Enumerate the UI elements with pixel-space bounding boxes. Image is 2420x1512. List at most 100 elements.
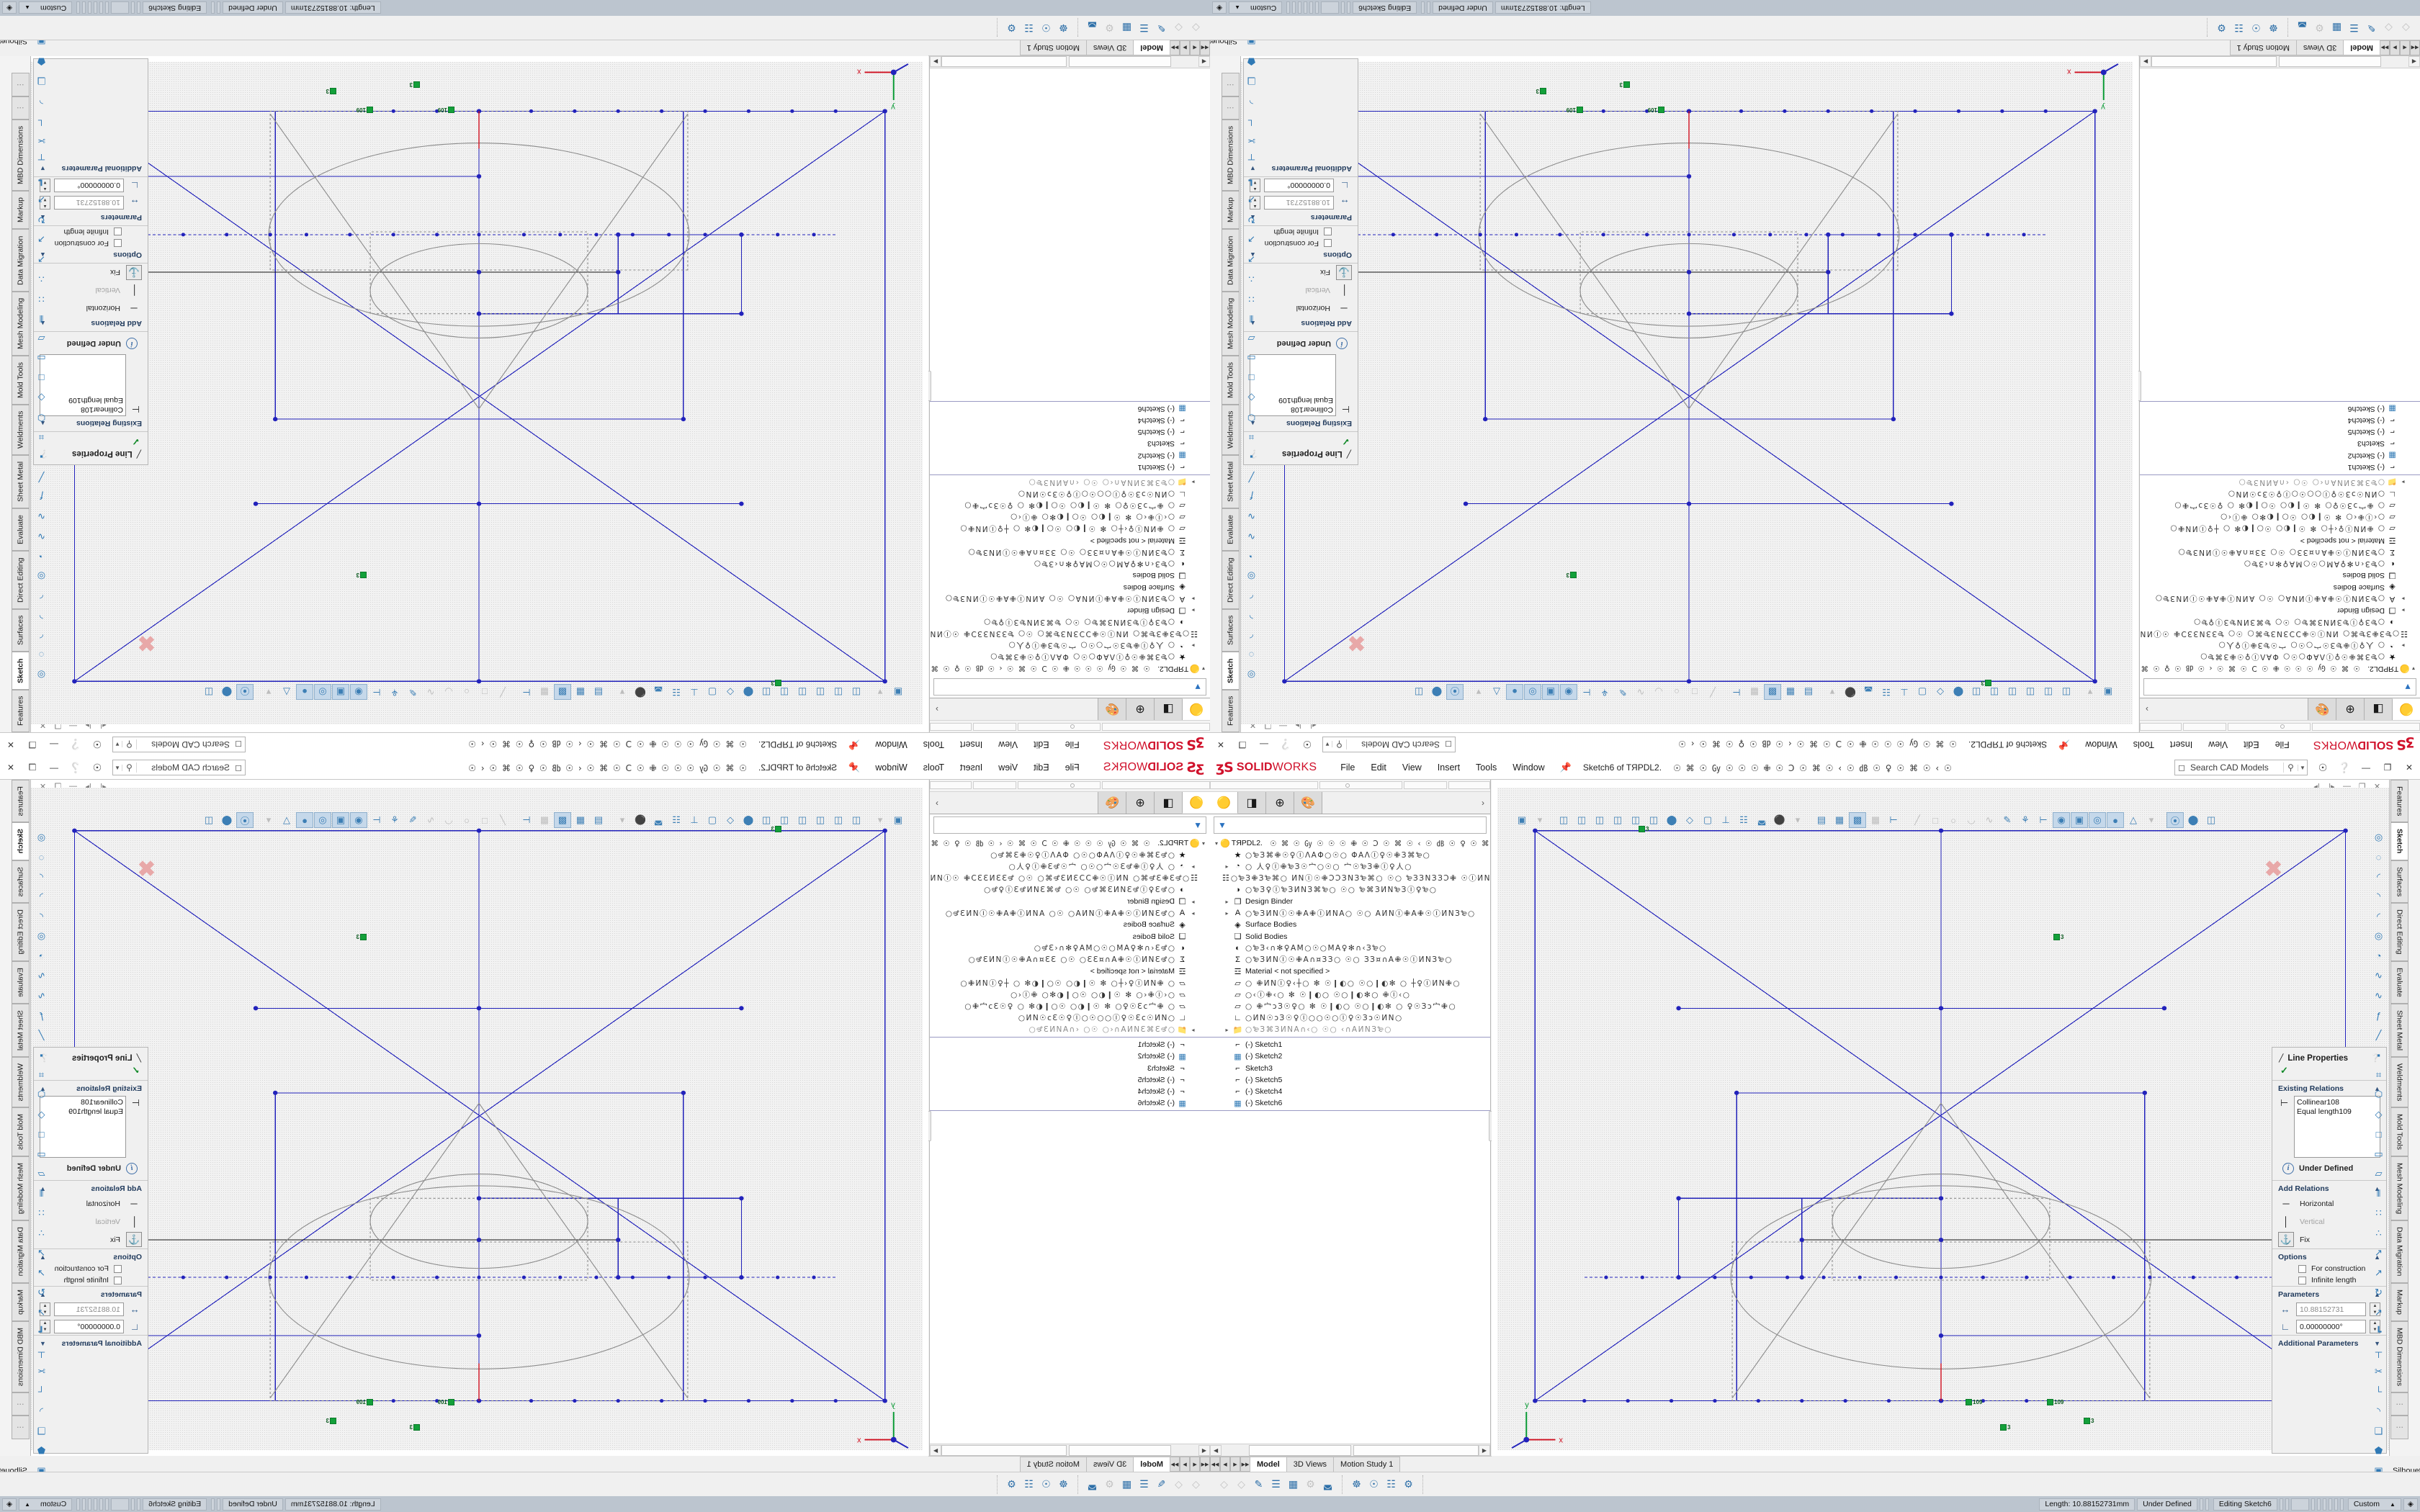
add-relation-horizontal[interactable]: ─ Horizontal (1250, 301, 1352, 316)
next-doc-icon[interactable]: |▸ (2329, 783, 2335, 791)
overlay-icon[interactable]: ◈ (2, 1, 17, 14)
angle-input[interactable]: 0.00000000° (2296, 1320, 2366, 1333)
scrollbar-thumb-a[interactable] (1069, 56, 1171, 68)
rebuild-icon[interactable]: ☸ (2269, 22, 2278, 34)
scroll-right-arrow[interactable]: ▶ (930, 1444, 942, 1456)
sketch-grid-toggle-icon[interactable]: ▩ (1849, 812, 1866, 828)
tab-3d-views[interactable]: 3D Views (1085, 40, 1134, 55)
relation-badge[interactable]: 3 (771, 826, 781, 832)
tree-item[interactable]: ◐ ○₻З‹∩✻♀ΑМ○☉○МΑ♀✻∩‹З₻○ (930, 942, 1210, 954)
command-tab-weldments[interactable]: Weldments (12, 404, 30, 456)
sketch-geometry[interactable]: y x (31, 62, 923, 724)
chevron-up-icon[interactable]: ▲ (2374, 1291, 2380, 1298)
account-icon[interactable]: ☉ (92, 761, 102, 773)
parameter-length-row[interactable]: ↔ 10.88152731 ▲ ▼ (1250, 196, 1352, 210)
relation-item[interactable]: Collinear108 (81, 1098, 123, 1107)
appearance-dropdown-icon[interactable]: ▾ (1795, 814, 1801, 825)
command-tab--[interactable]: ⋮ (12, 1392, 30, 1416)
tree-sketch-item[interactable]: ▦ (-) Sketch6 (930, 1097, 1210, 1109)
menu-edit[interactable]: Edit (1034, 739, 1049, 750)
menu-view[interactable]: View (1402, 762, 1422, 773)
menu-window[interactable]: Window (1512, 762, 1545, 773)
document-tab-strip[interactable]: ◀◀ ◀ ▶ ▶▶ Model 3D Views Motion Study 1 (928, 1456, 1210, 1472)
menu-view[interactable]: View (2208, 739, 2228, 750)
relation-badge[interactable]: 3 (410, 1424, 420, 1431)
tree-sketch-item[interactable]: ⌐ Sketch3 (930, 1063, 1210, 1074)
infinite-length-checkbox[interactable] (1324, 228, 1332, 236)
edit-appearance-icon[interactable]: ✎ (1254, 1478, 1263, 1490)
tree-sketch-item[interactable]: ▦ (-) Sketch6 (930, 403, 1210, 415)
chevron-down-icon[interactable]: ▼ (1323, 741, 1332, 748)
tree-expander[interactable]: ▸ (1191, 863, 1195, 870)
command-tab-weldments[interactable]: Weldments (2390, 1056, 2408, 1108)
angle-stepper[interactable]: ▲ ▼ (2370, 1320, 2380, 1333)
relation-item[interactable]: Collinear108 (2297, 1098, 2339, 1107)
add-relation-horizontal[interactable]: ─ Horizontal (2278, 1196, 2380, 1211)
tree-filter-bar[interactable]: ▼ (933, 816, 1206, 834)
menu-view[interactable]: View (998, 739, 1018, 750)
menu-file[interactable]: File (1340, 762, 1355, 773)
tree-expander[interactable]: ▸ (1225, 863, 1229, 870)
view-setting-icon[interactable]: ▦ (1288, 1478, 1299, 1490)
sketch-canvas[interactable]: ▣ ▾ ◫ ◫ ◫ ◫ ◫ ◫ ⬤ ◇ ▢ ⊥ ☷ ◛ (31, 62, 923, 724)
menu-edit[interactable]: Edit (1371, 762, 1386, 773)
option-for-construction[interactable]: For construction (2298, 1264, 2380, 1273)
normal-to-icon[interactable]: ⊥ (1721, 814, 1730, 825)
tree-sketch-item[interactable]: ⌐ (-) Sketch1 (930, 1039, 1210, 1050)
vertical-icon[interactable]: │ (1340, 285, 1348, 296)
command-tab-sheet-metal[interactable]: Sheet Metal (2390, 1003, 2408, 1057)
sketch-canvas[interactable]: ▣ ▾ ◫ ◫ ◫ ◫ ◫ ◫ ⬤ ◇ ▢ ⊥ ☷ ◛ (1497, 788, 2389, 1450)
tree-item[interactable]: ▸ ❐ Design Binder (930, 605, 1210, 616)
render-tools-group[interactable]: ◇ ◇ ✎ ☰ ▦ ⚙ ◛ (1210, 1475, 1343, 1494)
command-tab-sheet-metal[interactable]: Sheet Metal (12, 455, 30, 509)
anchor-icon[interactable]: ⚓ (1336, 265, 1352, 280)
bottom-toolbar[interactable]: ◇ ◇ ✎ ☰ ▦ ⚙ ◛ ☸ ☉ ☷ ⚙ (1210, 16, 2420, 40)
chevron-down-icon[interactable]: ▼ (2374, 1340, 2380, 1347)
command-tab-weldments[interactable]: Weldments (12, 1056, 30, 1108)
prev-doc-icon[interactable]: ◂| (2313, 783, 2320, 791)
menu-edit[interactable]: Edit (1034, 762, 1049, 773)
menu-tools[interactable]: Tools (923, 762, 944, 773)
render-tools-group[interactable]: ◇ ◇ ✎ ☰ ▦ ⚙ ◛ (2287, 18, 2420, 37)
relation-badge[interactable]: 3 (1567, 572, 1577, 578)
command-tab-data-migration[interactable]: Data Migration (12, 1220, 30, 1283)
tree-sketch-item[interactable]: ⌐ (-) Sketch5 (1210, 1074, 1490, 1086)
pushpin-icon[interactable]: 📌 (1559, 762, 1572, 773)
options-rebuild-icon[interactable]: ☷ (1024, 1478, 1034, 1490)
tree-sketch-item[interactable]: ⌐ (-) Sketch4 (1210, 1086, 1490, 1097)
tree-item[interactable]: ▱ ○‹Ⓘ✙‹○ ✻ ☉❙◐○ ☉○❙◐✻○ ✙Ⓘ‹○ (1210, 989, 1490, 1000)
tree-item[interactable]: ▱ ○ ✙宀ɔЗ☉♀○ ✻ ☉❙◐○ ☉○❙◐✻ ○ ♀☉Зɔ宀✙○ (2140, 500, 2420, 511)
property-manager-tab[interactable]: ◨ (2364, 698, 2392, 720)
bottom-toolbar[interactable]: ◇ ◇ ✎ ☰ ▦ ⚙ ◛ ☸ ☉ ☷ ⚙ (1210, 1472, 2420, 1496)
feature-tree[interactable]: ▾ 🟡 TЯPDL2. ☉ ⌘ ☉ ㏉ ☉ ☉ ☉ ✙ ☉ Ɔ ☉ ⌘ ☉ ‹ … (2140, 75, 2420, 677)
tree-item[interactable]: ◈ Surface Bodies (930, 919, 1210, 930)
filter-funnel-icon[interactable]: ▼ (1193, 682, 1202, 692)
tree-item[interactable]: ▸ ❐ Design Binder (930, 896, 1210, 907)
tree-item[interactable]: ▱ ○ ✙宀ɔЗ☉♀○ ✻ ☉❙◐○ ☉○❙◐✻ ○ ♀☉Зɔ宀✙○ (930, 1001, 1210, 1012)
tree-root[interactable]: ▾ 🟡 TЯPDL2. ☉ ⌘ ☉ ㏉ ☉ ☉ ☉ ✙ ☉ Ɔ ☉ ⌘ ☉ ‹ … (1210, 837, 1490, 849)
relation-badge[interactable]: 3 (410, 81, 420, 88)
tree-item[interactable]: ∟ ○ИΝ☉ɔЗ☉♀Ⓘ○○☉○Ⓘ♀☉Зɔ☉ИΝ○ (930, 1012, 1210, 1024)
splitter-dot[interactable] (2280, 724, 2285, 729)
scrollbar-thumb-b[interactable] (941, 56, 1067, 68)
tab-3d-views[interactable]: 3D Views (1286, 1457, 1335, 1472)
search-box[interactable]: ◻ Search CAD Models ⚲ ▼ (112, 737, 246, 752)
tree-sketch-item[interactable]: ▦ (-) Sketch2 (930, 1050, 1210, 1062)
scroll-right-arrow[interactable]: ▶ (2140, 56, 2152, 68)
menu-insert[interactable]: Insert (959, 739, 983, 750)
tab-model[interactable]: Model (1133, 40, 1170, 55)
chevron-down-icon[interactable]: ▼ (113, 741, 122, 748)
command-tab-mesh-modeling[interactable]: Mesh Modeling (1222, 291, 1240, 356)
menu-window[interactable]: Window (2085, 739, 2118, 750)
appearance-icon[interactable]: ◇ (1220, 1478, 1228, 1490)
display-states-icon[interactable]: ☰ (1139, 22, 1149, 34)
document-tab-strip[interactable]: ◀◀ ◀ ▶ ▶▶ Model 3D Views Motion Study 1 (2138, 40, 2420, 56)
feature-tree[interactable]: ▾ 🟡 TЯPDL2. ☉ ⌘ ☉ ㏉ ☉ ☉ ☉ ✙ ☉ Ɔ ☉ ⌘ ☉ ‹ … (930, 75, 1210, 677)
tree-root[interactable]: ▾ 🟡 TЯPDL2. ☉ ⌘ ☉ ㏉ ☉ ☉ ☉ ✙ ☉ Ɔ ☉ ⌘ ☉ ‹ … (930, 663, 1210, 675)
sketch-circle-tool-icon[interactable]: ○ (1950, 814, 1956, 826)
restore-button[interactable]: ❐ (28, 739, 37, 750)
view-back-icon[interactable]: ◫ (1595, 814, 1605, 825)
tree-item[interactable]: ◐ ○₻З‹∩✻♀ΑМ○☉○МΑ♀✻∩‹З₻○ (1210, 942, 1490, 954)
command-tab-mold-tools[interactable]: Mold Tools (12, 355, 30, 405)
relation-badge[interactable]: 3 (2000, 1424, 2010, 1431)
